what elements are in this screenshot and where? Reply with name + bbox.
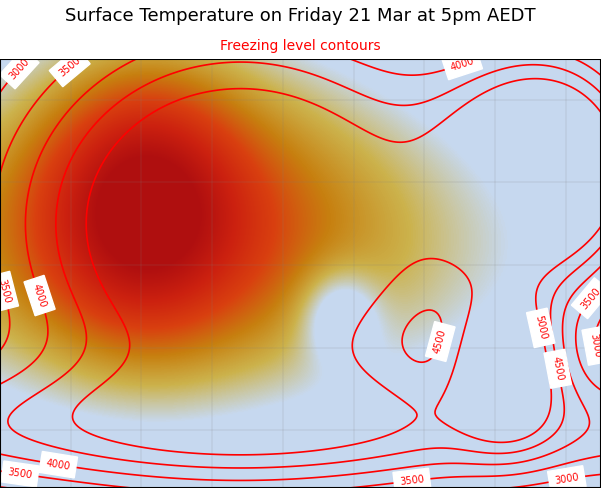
Text: 4000: 4000 [449, 56, 475, 73]
Text: 3500: 3500 [7, 467, 33, 481]
Text: 4500: 4500 [551, 356, 565, 382]
Text: 4000: 4000 [31, 283, 48, 309]
Text: Freezing level contours: Freezing level contours [220, 39, 381, 53]
Text: 4500: 4500 [432, 328, 448, 355]
Text: 4000: 4000 [46, 458, 71, 471]
Text: 3000: 3000 [588, 333, 601, 359]
Text: 3000: 3000 [554, 472, 580, 486]
Text: 3500: 3500 [57, 56, 82, 79]
Text: 3500: 3500 [399, 474, 425, 487]
Text: 3500: 3500 [0, 278, 12, 305]
Text: Surface Temperature on Friday 21 Mar at 5pm AEDT: Surface Temperature on Friday 21 Mar at … [65, 7, 536, 25]
Text: 5000: 5000 [533, 315, 548, 341]
Text: 3000: 3000 [7, 56, 31, 81]
Text: 3500: 3500 [579, 285, 601, 311]
